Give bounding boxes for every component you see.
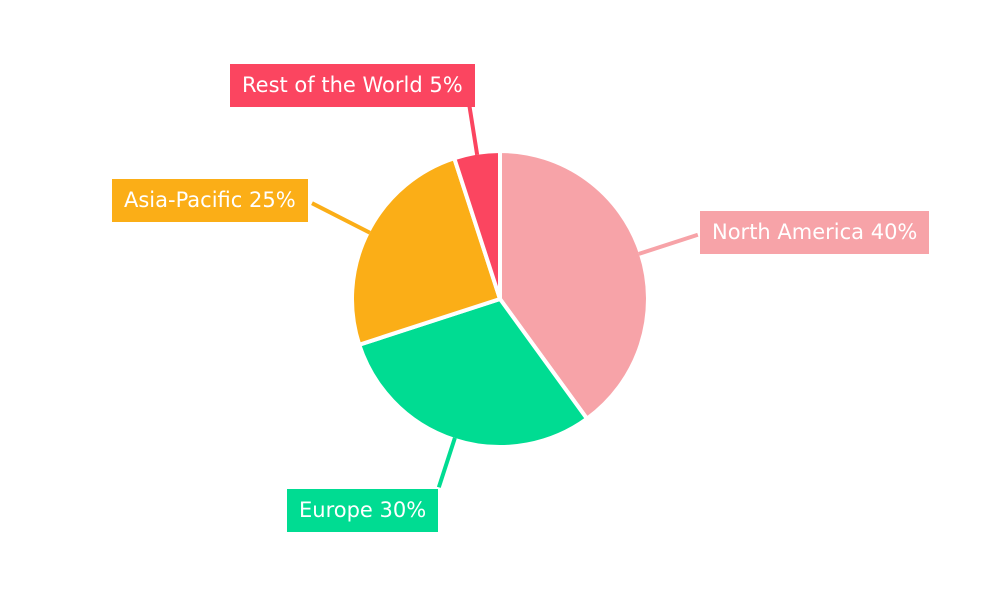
leader-line-europe [436,437,457,488]
label-asia-pacific: Asia-Pacific 25% [112,179,308,222]
label-rest-of-the-world: Rest of the World 5% [230,64,475,107]
leader-line-north-america [638,232,699,256]
leader-line-asia-pacific [311,201,371,235]
label-north-america: North America 40% [700,211,930,254]
label-europe: Europe 30% [287,489,439,532]
leader-line-rest-of-the-world [467,106,480,156]
